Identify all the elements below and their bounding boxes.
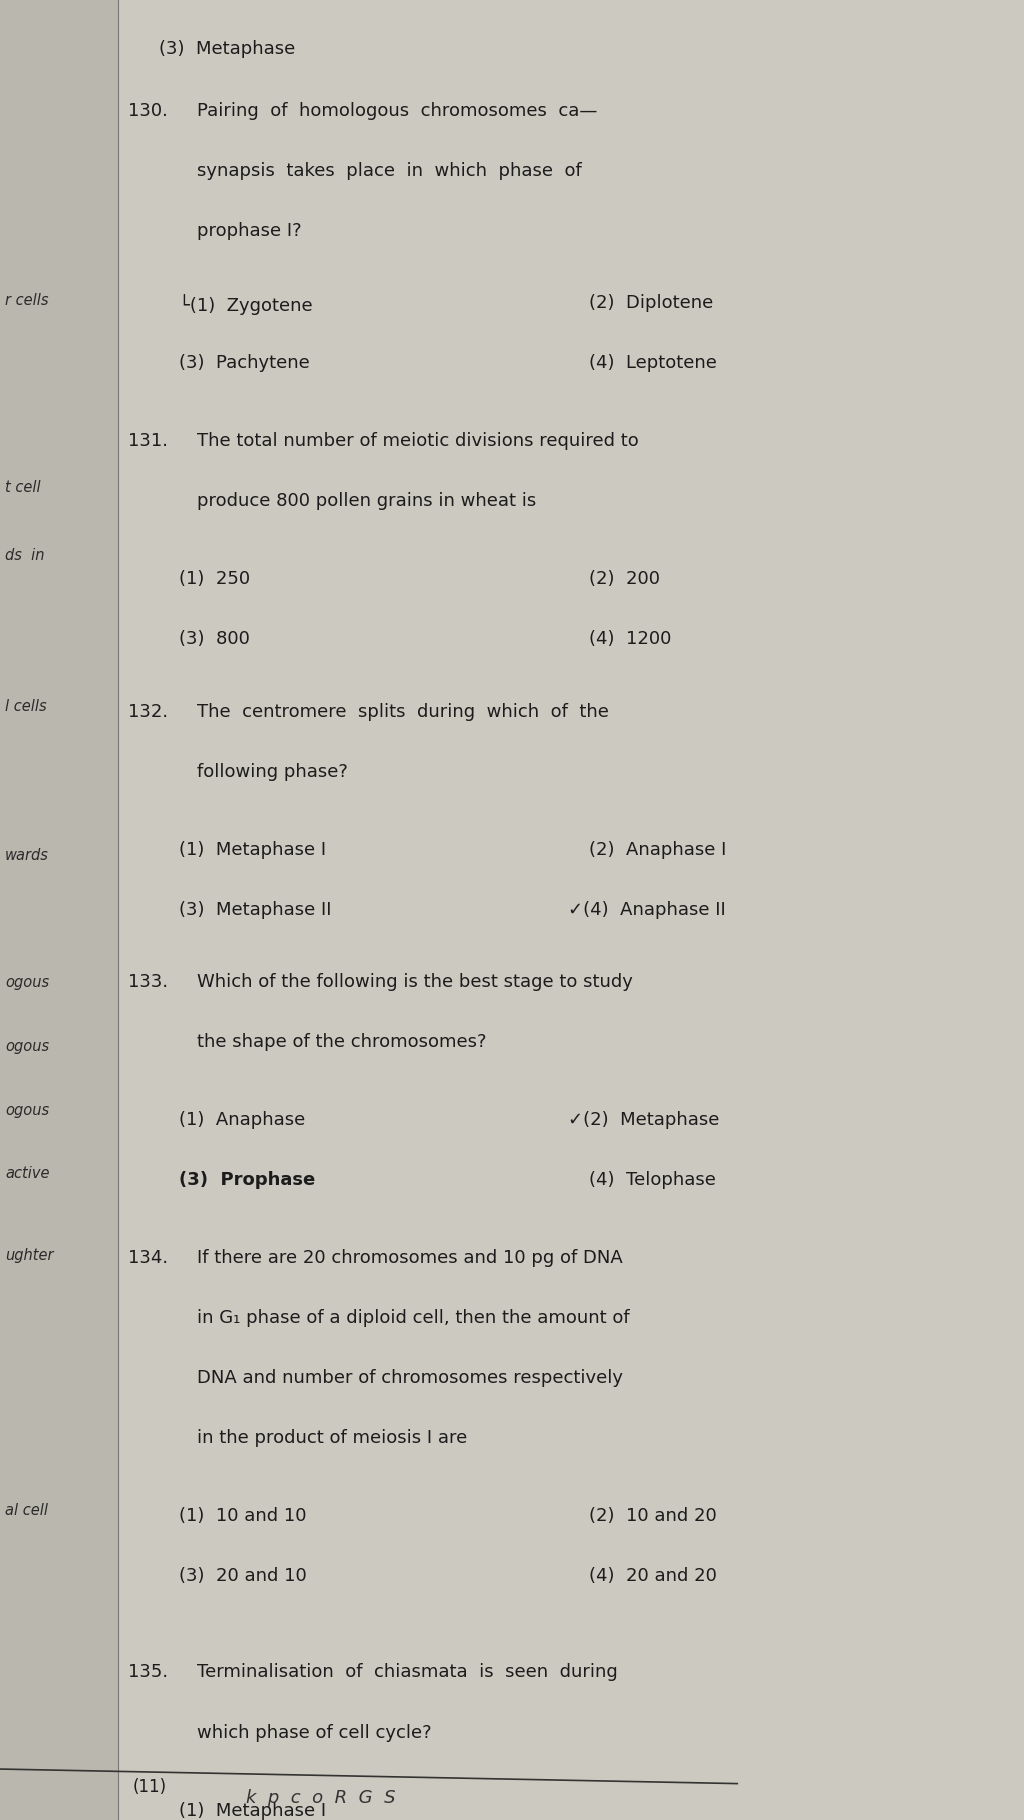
Text: r cells: r cells <box>5 293 48 308</box>
Text: (3)  Pachytene: (3) Pachytene <box>179 355 310 371</box>
Text: 130.: 130. <box>128 102 168 120</box>
Text: t cell: t cell <box>5 480 41 495</box>
Text: (4)  20 and 20: (4) 20 and 20 <box>589 1567 717 1585</box>
Text: (4)  Telophase: (4) Telophase <box>589 1170 716 1188</box>
Text: prophase I?: prophase I? <box>197 222 301 240</box>
Text: 134.: 134. <box>128 1249 168 1267</box>
Text: synapsis  takes  place  in  which  phase  of: synapsis takes place in which phase of <box>197 162 582 180</box>
Text: 135.: 135. <box>128 1663 168 1682</box>
Text: Pairing  of  homologous  chromosomes  ca—: Pairing of homologous chromosomes ca— <box>197 102 597 120</box>
Text: (4)  Leptotene: (4) Leptotene <box>589 355 717 371</box>
Text: 131.: 131. <box>128 433 168 450</box>
Text: DNA and number of chromosomes respectively: DNA and number of chromosomes respective… <box>197 1369 623 1387</box>
Text: ogous: ogous <box>5 976 49 990</box>
Text: the shape of the chromosomes?: the shape of the chromosomes? <box>197 1034 486 1050</box>
Text: ✓(4)  Anaphase II: ✓(4) Anaphase II <box>568 901 726 919</box>
Text: (11): (11) <box>133 1778 167 1796</box>
Text: (2)  200: (2) 200 <box>589 570 659 588</box>
Text: (2)  10 and 20: (2) 10 and 20 <box>589 1507 717 1525</box>
Text: 133.: 133. <box>128 974 168 990</box>
Text: ds  in: ds in <box>5 548 45 562</box>
Text: ogous: ogous <box>5 1039 49 1054</box>
Text: (3)  800: (3) 800 <box>179 630 250 648</box>
Text: The  centromere  splits  during  which  of  the: The centromere splits during which of th… <box>197 703 608 721</box>
Text: (3)  Prophase: (3) Prophase <box>179 1170 315 1188</box>
Text: (3)  Metaphase II: (3) Metaphase II <box>179 901 332 919</box>
Text: The total number of meiotic divisions required to: The total number of meiotic divisions re… <box>197 433 638 450</box>
Text: Terminalisation  of  chiasmata  is  seen  during: Terminalisation of chiasmata is seen dur… <box>197 1663 617 1682</box>
Text: in G₁ phase of a diploid cell, then the amount of: in G₁ phase of a diploid cell, then the … <box>197 1309 629 1327</box>
Text: (1)  250: (1) 250 <box>179 570 250 588</box>
Text: (3)  Metaphase: (3) Metaphase <box>159 40 295 58</box>
Bar <box>0 0 118 1820</box>
Text: └(1)  Zygotene: └(1) Zygotene <box>179 295 312 315</box>
Text: (1)  Metaphase I: (1) Metaphase I <box>179 841 327 859</box>
Text: (1)  Metaphase I: (1) Metaphase I <box>179 1802 327 1820</box>
Text: ✓(2)  Metaphase: ✓(2) Metaphase <box>568 1110 720 1128</box>
Text: k  p  c  o  R  G  S: k p c o R G S <box>246 1789 395 1807</box>
Text: wards: wards <box>5 848 49 863</box>
Text: active: active <box>5 1167 49 1181</box>
Text: (2)  Diplotene: (2) Diplotene <box>589 295 713 311</box>
Text: (1)  10 and 10: (1) 10 and 10 <box>179 1507 307 1525</box>
Text: in the product of meiosis I are: in the product of meiosis I are <box>197 1429 467 1447</box>
Text: Which of the following is the best stage to study: Which of the following is the best stage… <box>197 974 633 990</box>
Text: which phase of cell cycle?: which phase of cell cycle? <box>197 1724 431 1742</box>
Text: ughter: ughter <box>5 1249 53 1263</box>
Text: 132.: 132. <box>128 703 168 721</box>
Text: If there are 20 chromosomes and 10 pg of DNA: If there are 20 chromosomes and 10 pg of… <box>197 1249 623 1267</box>
Text: al cell: al cell <box>5 1503 48 1518</box>
Text: l cells: l cells <box>5 699 47 713</box>
Text: produce 800 pollen grains in wheat is: produce 800 pollen grains in wheat is <box>197 493 536 510</box>
Text: following phase?: following phase? <box>197 763 347 781</box>
Text: (3)  20 and 10: (3) 20 and 10 <box>179 1567 307 1585</box>
Text: (4)  1200: (4) 1200 <box>589 630 671 648</box>
Text: ogous: ogous <box>5 1103 49 1117</box>
Text: (1)  Anaphase: (1) Anaphase <box>179 1110 305 1128</box>
Text: (2)  Anaphase I: (2) Anaphase I <box>589 841 726 859</box>
